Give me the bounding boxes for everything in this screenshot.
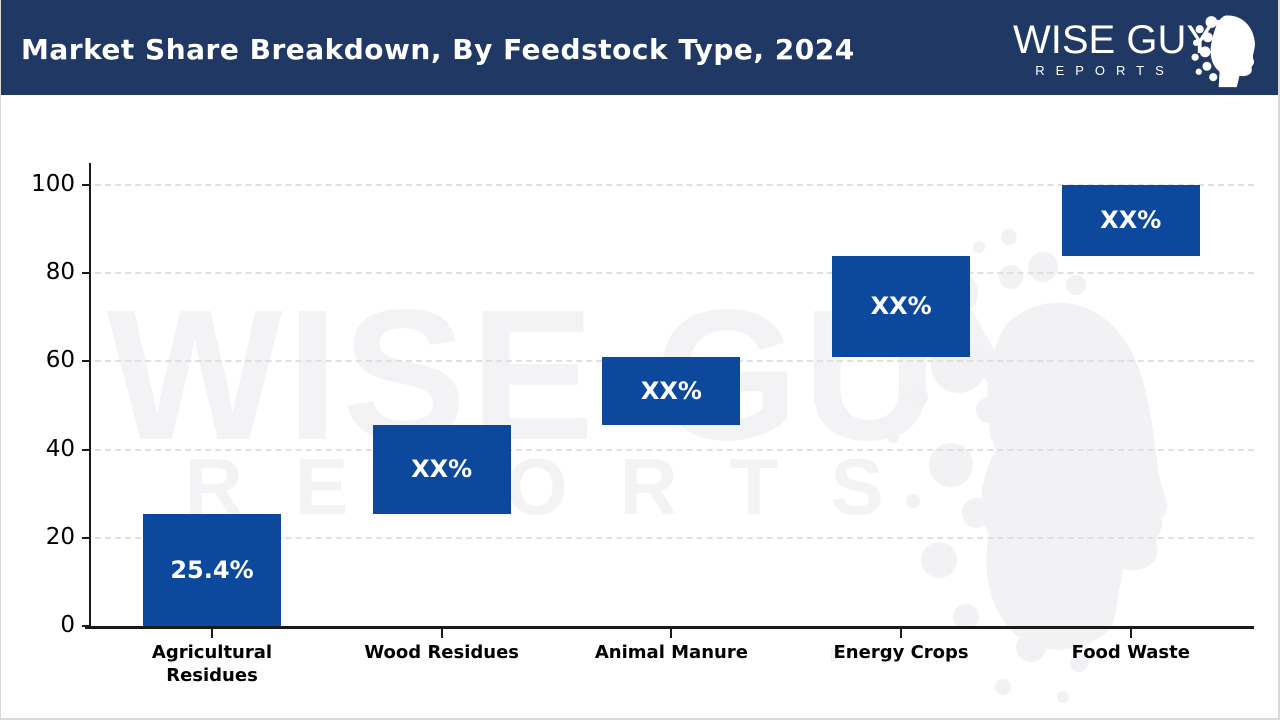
header-bar: Market Share Breakdown, By Feedstock Typ… bbox=[1, 0, 1278, 95]
gridline-40 bbox=[85, 448, 1254, 451]
bar-value-label: XX% bbox=[411, 455, 473, 484]
bar-value-label: 25.4% bbox=[170, 555, 254, 584]
bar-value-label: XX% bbox=[1100, 206, 1162, 235]
y-tick-label-80: 80 bbox=[45, 259, 75, 286]
logo-text: WISE GUY REPORTS bbox=[1013, 18, 1214, 78]
gridline-80 bbox=[85, 272, 1254, 275]
wise-guy-logo: WISE GUY REPORTS bbox=[1013, 12, 1263, 88]
y-tick-label-60: 60 bbox=[45, 347, 75, 374]
y-tick-label-0: 0 bbox=[60, 612, 75, 638]
gridline-20 bbox=[85, 536, 1254, 539]
bar-value-label: XX% bbox=[640, 377, 702, 406]
y-tick-label-100: 100 bbox=[31, 171, 75, 197]
x-category-label: Animal Manure bbox=[594, 642, 748, 663]
x-tick-0 bbox=[211, 629, 213, 638]
bar-food-waste: XX% bbox=[1061, 185, 1200, 256]
y-tick-label-20: 20 bbox=[45, 523, 75, 550]
bar-animal-manure: XX% bbox=[602, 357, 741, 425]
bar-agricultural-residues: 25.4% bbox=[143, 513, 281, 626]
y-tick-100 bbox=[82, 184, 91, 186]
logo-subtext: REPORTS bbox=[1035, 63, 1175, 78]
bar-energy-crops: XX% bbox=[832, 255, 971, 358]
x-category-label: Agricultural Residues bbox=[151, 642, 273, 686]
x-tick-2 bbox=[670, 629, 673, 638]
page-title: Market Share Breakdown, By Feedstock Typ… bbox=[21, 33, 855, 66]
logo-face-icon bbox=[1191, 15, 1255, 88]
y-tick-80 bbox=[82, 272, 91, 275]
x-tick-1 bbox=[440, 629, 443, 638]
bar-wood-residues: XX% bbox=[372, 424, 511, 514]
gridline-100 bbox=[85, 184, 1254, 186]
x-category-label: Energy Crops bbox=[833, 642, 969, 663]
x-category-label: Food Waste bbox=[1071, 642, 1190, 663]
x-tick-4 bbox=[1129, 629, 1132, 638]
y-tick-60 bbox=[82, 360, 91, 363]
y-tick-20 bbox=[82, 536, 91, 539]
y-axis-line bbox=[89, 163, 91, 629]
bar-value-label: XX% bbox=[870, 292, 932, 321]
y-tick-40 bbox=[82, 448, 91, 451]
x-axis-line bbox=[85, 626, 1254, 629]
watermark-subtext: REPORTS bbox=[185, 442, 936, 531]
y-tick-label-40: 40 bbox=[45, 435, 75, 462]
logo-wordmark: WISE GUY bbox=[1013, 18, 1214, 62]
watermark-face-icon bbox=[831, 229, 1168, 703]
x-category-label: Wood Residues bbox=[364, 642, 520, 663]
x-tick-3 bbox=[900, 629, 903, 638]
